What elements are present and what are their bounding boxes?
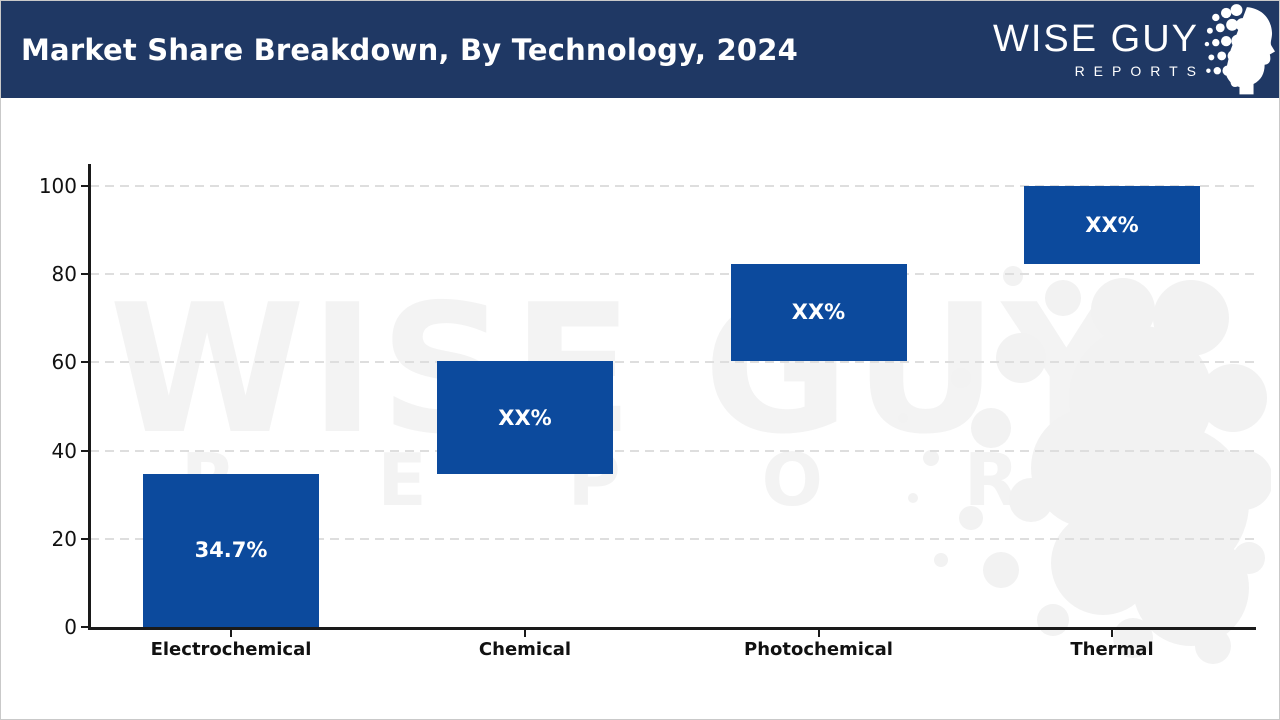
logo-wordmark: WISE GUY bbox=[992, 18, 1199, 60]
bar-photochemical: XX% bbox=[730, 263, 907, 362]
x-axis-category-label: Photochemical bbox=[744, 639, 893, 660]
page-title: Market Share Breakdown, By Technology, 2… bbox=[21, 32, 799, 67]
y-axis-tick bbox=[81, 626, 89, 628]
x-axis-line bbox=[88, 627, 1256, 630]
x-axis-tick bbox=[1111, 630, 1113, 637]
y-gridline bbox=[90, 537, 1256, 540]
y-axis-tick bbox=[81, 537, 89, 540]
y-axis-tick-label: 0 bbox=[64, 615, 77, 639]
y-gridline bbox=[90, 273, 1256, 276]
y-gridline bbox=[90, 449, 1256, 452]
logo-text: WISE GUY REPORTS bbox=[993, 19, 1199, 81]
y-axis-tick bbox=[81, 273, 89, 276]
bar-thermal: XX% bbox=[1024, 186, 1200, 264]
bar-value-label: XX% bbox=[498, 405, 552, 430]
y-axis-tick bbox=[81, 361, 89, 364]
y-axis-tick-label: 100 bbox=[38, 174, 77, 198]
bar-value-label: 34.7% bbox=[194, 538, 268, 563]
y-axis-tick-label: 40 bbox=[51, 438, 77, 463]
bar-chemical: XX% bbox=[437, 361, 613, 474]
x-axis-tick bbox=[230, 630, 232, 637]
x-axis-category-label: Electrochemical bbox=[150, 639, 312, 660]
y-axis-tick bbox=[81, 185, 89, 187]
x-axis-category-label: Chemical bbox=[478, 639, 572, 660]
dotted-head-icon bbox=[1204, 4, 1275, 95]
bar-value-label: XX% bbox=[791, 300, 846, 325]
wiseguy-logo: WISE GUY REPORTS bbox=[993, 4, 1275, 95]
y-gridline bbox=[90, 185, 1256, 187]
y-axis-tick-label: 60 bbox=[51, 350, 77, 375]
y-axis-tick-label: 80 bbox=[51, 262, 77, 287]
x-axis-tick bbox=[817, 630, 820, 637]
chart-area: WISE GUY R E P O R T S 02040608010034.7%… bbox=[1, 98, 1279, 719]
header: Market Share Breakdown, By Technology, 2… bbox=[1, 1, 1279, 98]
y-axis-tick bbox=[81, 449, 89, 452]
y-axis-tick-label: 20 bbox=[51, 526, 77, 551]
bar-value-label: XX% bbox=[1085, 212, 1139, 237]
x-axis-tick bbox=[524, 630, 526, 637]
logo-subtitle: REPORTS bbox=[1074, 63, 1205, 79]
bar-electrochemical: 34.7% bbox=[143, 473, 319, 627]
y-axis-line bbox=[88, 164, 91, 630]
x-axis-category-label: Thermal bbox=[1070, 639, 1154, 660]
y-gridline bbox=[90, 361, 1256, 364]
